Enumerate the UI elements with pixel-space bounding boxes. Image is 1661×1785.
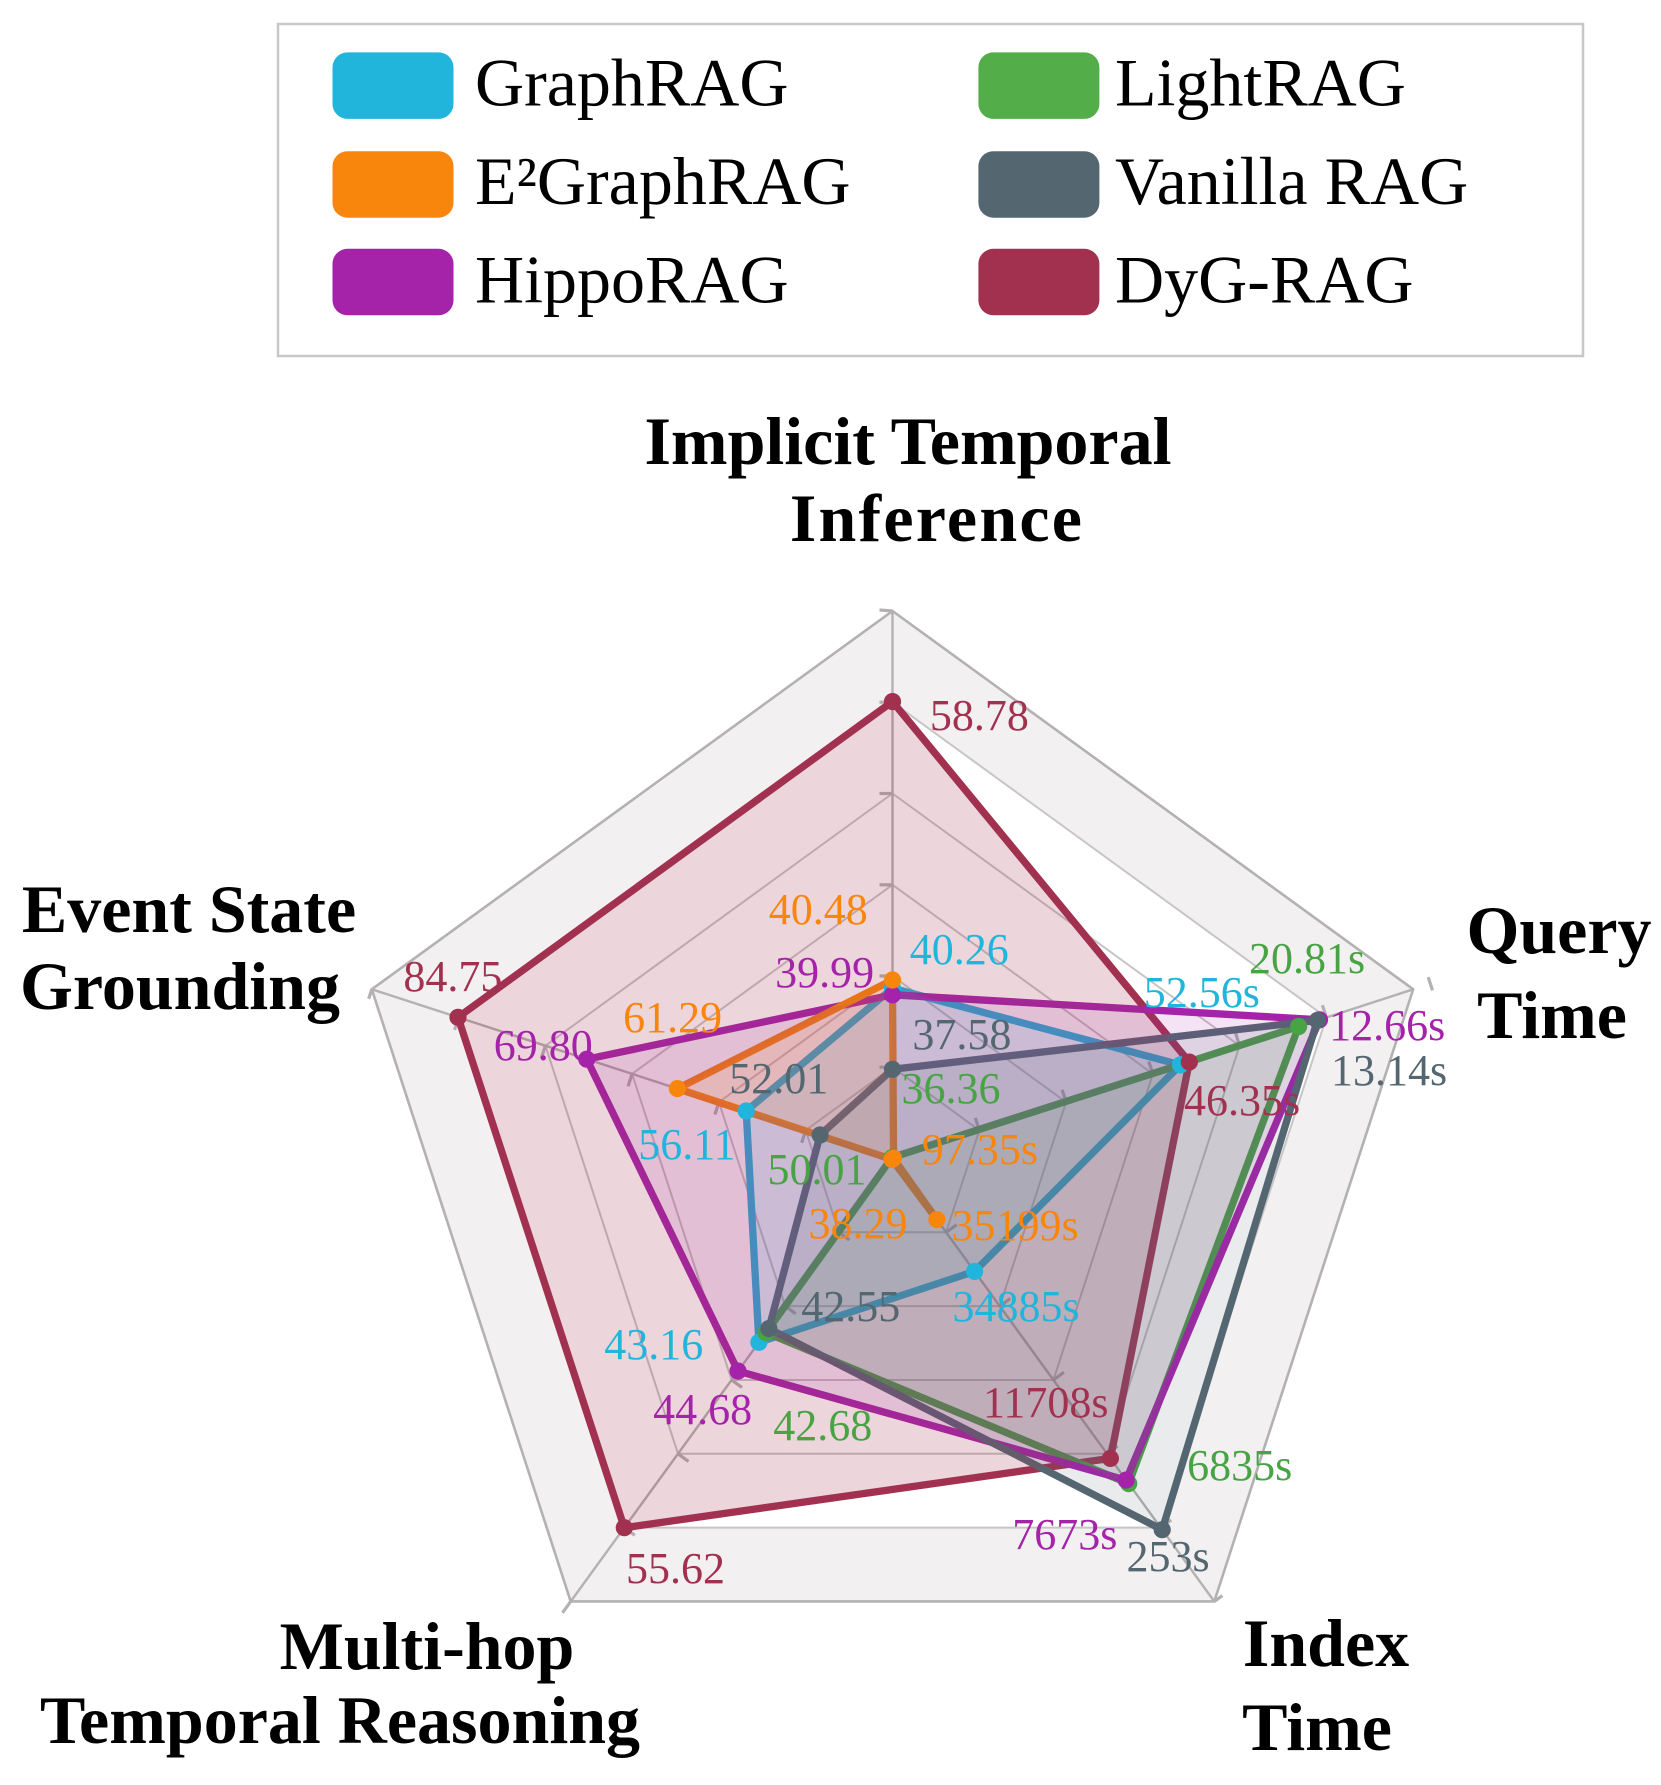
svg-text:Index: Index (1243, 1605, 1409, 1681)
svg-text:11708s: 11708s (983, 1378, 1109, 1427)
svg-text:37.58: 37.58 (912, 1010, 1011, 1059)
svg-text:44.68: 44.68 (653, 1385, 752, 1434)
svg-text:6835s: 6835s (1187, 1441, 1292, 1490)
svg-text:7673s: 7673s (1012, 1510, 1117, 1559)
svg-text:43.16: 43.16 (604, 1320, 703, 1369)
svg-text:13.14s: 13.14s (1331, 1046, 1447, 1095)
svg-text:61.29: 61.29 (623, 993, 722, 1042)
svg-text:Inference: Inference (790, 480, 1084, 556)
svg-text:Time: Time (1477, 977, 1627, 1053)
svg-text:46.35s: 46.35s (1184, 1076, 1300, 1125)
svg-text:40.26: 40.26 (910, 925, 1009, 974)
svg-text:E²GraphRAG: E²GraphRAG (475, 143, 850, 219)
svg-text:Grounding: Grounding (20, 948, 340, 1024)
svg-text:Time: Time (1242, 1689, 1392, 1765)
svg-text:84.75: 84.75 (403, 952, 502, 1001)
svg-text:34885s: 34885s (952, 1282, 1079, 1331)
svg-text:52.56s: 52.56s (1144, 968, 1260, 1017)
svg-text:39.99: 39.99 (775, 948, 874, 997)
svg-text:50.01: 50.01 (768, 1145, 867, 1194)
svg-text:38.29: 38.29 (809, 1199, 908, 1248)
svg-text:55.62: 55.62 (626, 1544, 725, 1593)
svg-text:Implicit Temporal: Implicit Temporal (644, 403, 1171, 479)
svg-text:Multi-hop: Multi-hop (280, 1608, 575, 1684)
svg-text:LightRAG: LightRAG (1115, 45, 1406, 121)
svg-text:Temporal Reasoning: Temporal Reasoning (40, 1682, 640, 1758)
svg-text:56.11: 56.11 (638, 1120, 735, 1169)
svg-text:58.78: 58.78 (930, 691, 1029, 740)
svg-text:69.80: 69.80 (494, 1021, 593, 1070)
svg-text:GraphRAG: GraphRAG (475, 45, 789, 121)
svg-text:Query: Query (1466, 892, 1651, 968)
svg-text:DyG-RAG: DyG-RAG (1115, 241, 1413, 317)
svg-text:42.68: 42.68 (773, 1401, 872, 1450)
svg-text:36.36: 36.36 (902, 1064, 1001, 1113)
svg-text:20.81s: 20.81s (1249, 934, 1365, 983)
svg-text:97.35s: 97.35s (922, 1125, 1038, 1174)
svg-text:40.48: 40.48 (769, 885, 868, 934)
svg-text:253s: 253s (1127, 1532, 1210, 1581)
svg-text:52.01: 52.01 (729, 1054, 828, 1103)
svg-text:42.55: 42.55 (801, 1282, 900, 1331)
svg-text:Event State: Event State (22, 871, 356, 947)
svg-text:HippoRAG: HippoRAG (475, 241, 789, 317)
svg-text:12.66s: 12.66s (1329, 1001, 1445, 1050)
svg-text:Vanilla RAG: Vanilla RAG (1115, 143, 1468, 219)
svg-text:35199s: 35199s (952, 1201, 1079, 1250)
